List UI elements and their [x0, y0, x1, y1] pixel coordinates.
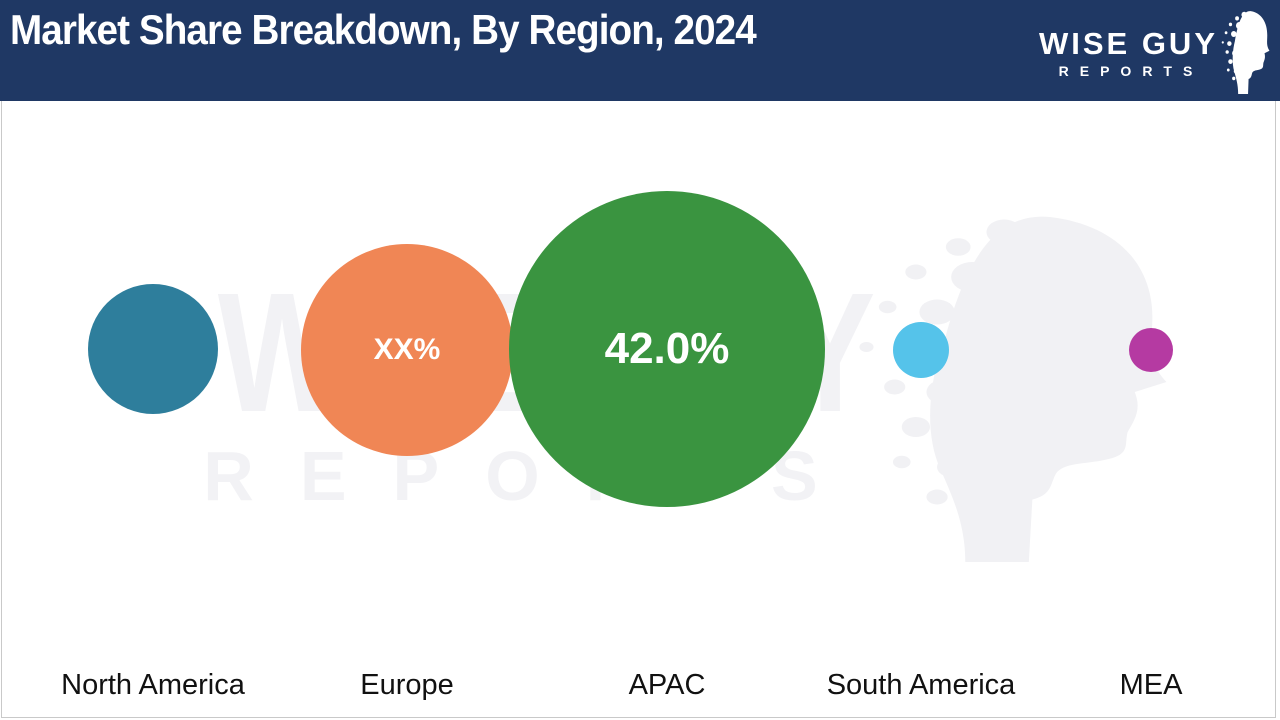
chart-frame: [1, 101, 1276, 718]
bubble-mea: [1129, 328, 1173, 372]
header-bar: Market Share Breakdown, By Region, 2024 …: [0, 0, 1280, 101]
logo-tagline: REPORTS: [1058, 63, 1204, 79]
category-label-south-america: South America: [826, 669, 1016, 701]
bubble-apac: 42.0%: [509, 191, 825, 507]
bubble-south-america: [893, 322, 949, 378]
bubble-north-america: [88, 284, 218, 414]
page-title: Market Share Breakdown, By Region, 2024: [10, 6, 757, 53]
logo-text: WISE GUY REPORTS: [1039, 28, 1218, 78]
bubble-value-label: XX%: [373, 333, 441, 366]
bubble-europe: XX%: [301, 244, 513, 456]
category-label-mea: MEA: [1119, 669, 1183, 701]
wiseguy-head-icon: [1221, 11, 1270, 94]
category-label-north-america: North America: [61, 669, 245, 701]
category-label-apac: APAC: [628, 669, 706, 701]
brand-logo: WISE GUY REPORTS: [1039, 6, 1270, 98]
category-label-europe: Europe: [360, 669, 454, 701]
bubble-value-label: 42.0%: [604, 324, 730, 373]
logo-wordmark: WISE GUY: [1038, 26, 1218, 61]
